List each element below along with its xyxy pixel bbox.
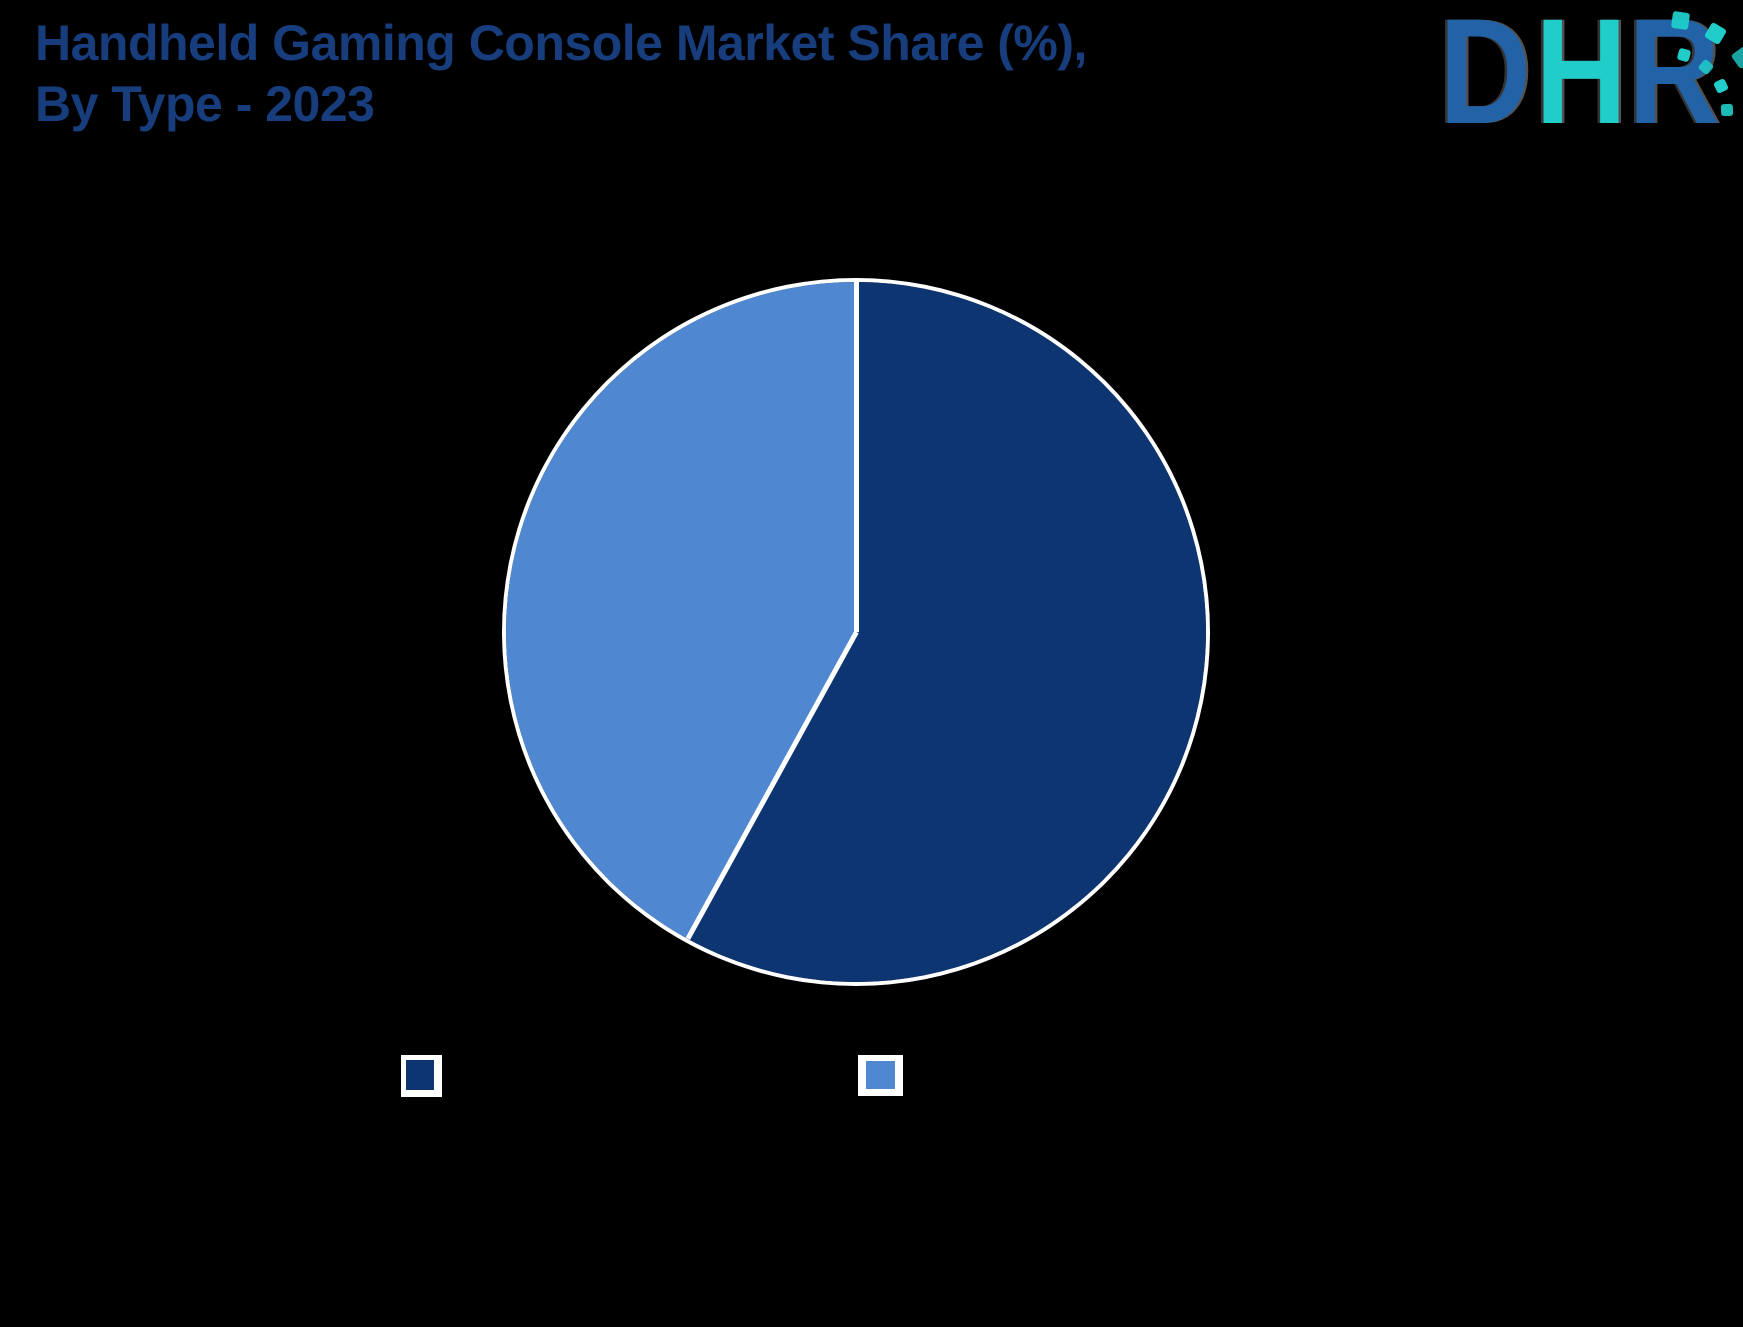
legend-swatch-2-border xyxy=(858,1055,903,1096)
chart-title-line-2: By Type - 2023 xyxy=(35,76,375,132)
pie-chart xyxy=(506,282,1206,982)
legend-swatch-1-border xyxy=(401,1055,442,1097)
logo-dot-icon xyxy=(1671,11,1691,31)
logo-dot-icon xyxy=(1730,46,1743,70)
dhr-logo: D H R xyxy=(1420,0,1743,155)
logo-dot-icon xyxy=(1720,103,1734,117)
logo-letter-d: D xyxy=(1439,0,1532,155)
chart-title: Handheld Gaming Console Market Share (%)… xyxy=(35,13,1087,135)
legend-swatch-1 xyxy=(406,1060,434,1090)
pie-divider-line xyxy=(853,282,859,632)
legend-swatch-2 xyxy=(866,1061,895,1089)
logo-letter-h: H xyxy=(1535,0,1628,155)
chart-title-line-1: Handheld Gaming Console Market Share (%)… xyxy=(35,15,1087,71)
